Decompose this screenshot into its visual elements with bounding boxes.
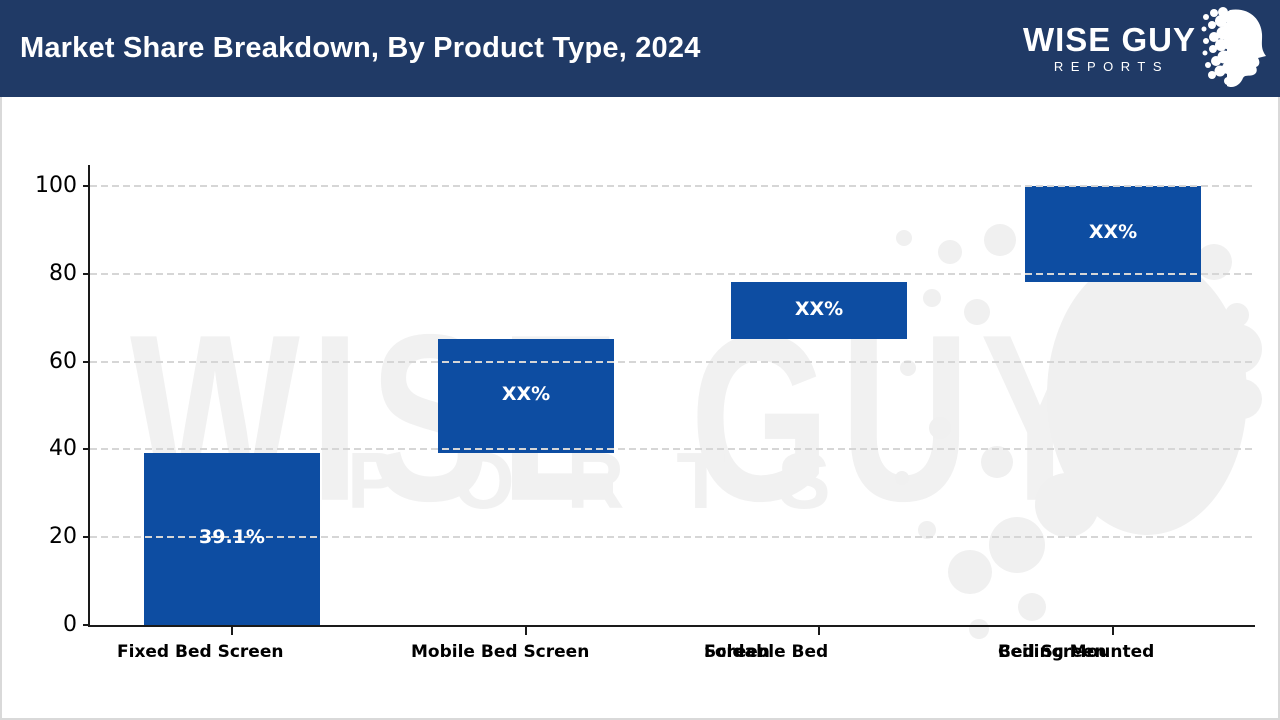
y-tick-label: 60 xyxy=(49,348,77,374)
bar-ceiling-mounted-bed-screen xyxy=(1025,186,1201,283)
watermark-head-icon xyxy=(895,209,1262,639)
y-axis-tick xyxy=(83,272,90,275)
logo-name: WISE GUY xyxy=(1022,21,1196,58)
bar-value-label: 39.1% xyxy=(199,526,265,549)
x-axis-tick xyxy=(818,627,820,635)
bar-foldable-bed-screen xyxy=(731,282,907,340)
y-tick-label: 20 xyxy=(49,524,77,550)
logo-subtitle: REPORTS xyxy=(1053,59,1170,74)
x-axis-tick xyxy=(525,627,527,635)
header-bar: Market Share Breakdown, By Product Type,… xyxy=(0,0,1280,97)
bar-fixed-bed-screen xyxy=(144,453,320,625)
y-tick-label: 0 xyxy=(63,612,77,637)
bar-value-label: XX% xyxy=(794,297,844,320)
y-axis-tick xyxy=(83,360,90,363)
chart-title: Market Share Breakdown, By Product Type,… xyxy=(20,32,701,64)
bar-value-label: XX% xyxy=(1088,221,1138,244)
x-axis-tick xyxy=(231,627,233,635)
gridline-100 xyxy=(90,185,1255,187)
gridline-60 xyxy=(90,360,1255,363)
y-axis-tick xyxy=(83,185,90,187)
y-axis-tick xyxy=(83,624,90,626)
gridline-80 xyxy=(90,272,1255,275)
y-axis-line xyxy=(88,165,90,627)
x-axis-tick xyxy=(1112,627,1114,635)
logo-wordmark: WISE GUY REPORTS xyxy=(1023,23,1196,74)
y-tick-label: 80 xyxy=(49,260,77,286)
chart-area: WISE GUY PORTS 39.1% XX% XX% XX% 0 20 40 60 80 10… xyxy=(0,97,1280,720)
y-tick-label: 100 xyxy=(35,173,77,198)
logo-head-icon xyxy=(1201,6,1266,87)
gridline-20 xyxy=(90,536,1255,539)
bar-mobile-bed-screen xyxy=(438,339,614,454)
wiseguy-logo: WISE GUY REPORTS xyxy=(1023,6,1266,91)
y-tick-label: 40 xyxy=(49,436,77,462)
y-axis-tick xyxy=(83,448,90,451)
waterfall-chart: 39.1% XX% XX% XX% 0 20 40 60 80 100 Fixed Bed Scre… xyxy=(2,97,1278,718)
gridline-40 xyxy=(90,448,1255,451)
bar-value-label: XX% xyxy=(501,383,551,406)
y-axis-tick xyxy=(83,536,90,539)
x-axis-line xyxy=(88,625,1255,627)
